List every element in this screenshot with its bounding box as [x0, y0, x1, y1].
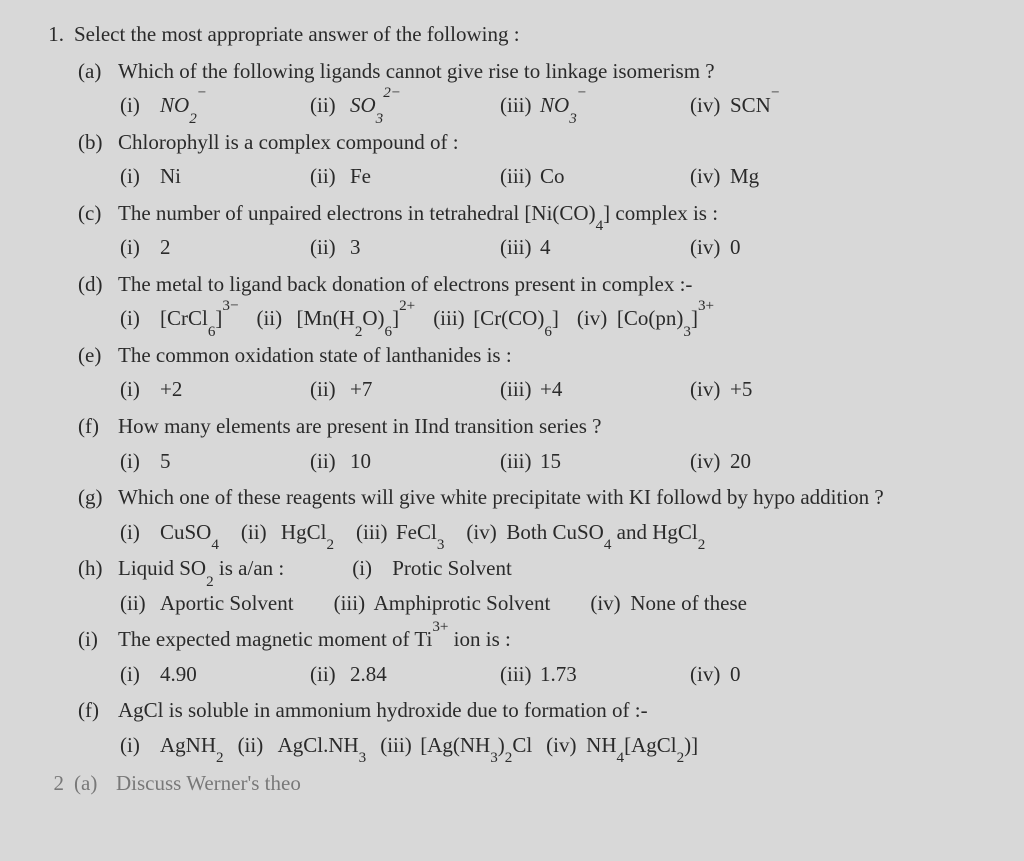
sub-a-label: (a): [78, 55, 110, 88]
opt-a-ii[interactable]: (ii)SO32−: [310, 89, 470, 122]
sub-h-label: (h): [78, 552, 110, 585]
opt-a-iv[interactable]: (iv)SCN−: [690, 89, 850, 122]
question-stem: Select the most appropriate answer of th…: [74, 18, 520, 51]
sub-f1-opts: (i)5 (ii)10 (iii)15 (iv)20: [30, 445, 994, 478]
sub-b-opts: (i)Ni (ii)Fe (iii)Co (iv)Mg: [30, 160, 994, 193]
opt-e-iv[interactable]: (iv)+5: [690, 373, 850, 406]
opt-f1-ii[interactable]: (ii)10: [310, 445, 470, 478]
opt-d-i[interactable]: (i)[CrCl6]3−: [120, 302, 238, 335]
sub-c-text: The number of unpaired electrons in tetr…: [118, 197, 718, 230]
opt-d-iv[interactable]: (iv)[Co(pn)3]3+: [577, 302, 714, 335]
sub-d-text: The metal to ligand back donation of ele…: [118, 268, 692, 301]
sub-a: (a) Which of the following ligands canno…: [30, 55, 994, 88]
sub-f2: (f) AgCl is soluble in ammonium hydroxid…: [30, 694, 994, 727]
question-2-cutoff: 2 (a) Discuss Werner's theo: [30, 767, 994, 800]
sub-e-text: The common oxidation state of lanthanide…: [118, 339, 512, 372]
opt-f2-i[interactable]: (i)AgNH2: [120, 729, 224, 762]
sub-c: (c) The number of unpaired electrons in …: [30, 197, 994, 230]
opt-f1-iii[interactable]: (iii)15: [500, 445, 660, 478]
sub-i: (i) The expected magnetic moment of Ti3+…: [30, 623, 994, 656]
sub-d: (d) The metal to ligand back donation of…: [30, 268, 994, 301]
opt-e-iii[interactable]: (iii)+4: [500, 373, 660, 406]
sub-g-text: Which one of these reagents will give wh…: [118, 481, 884, 514]
sub-b-text: Chlorophyll is a complex compound of :: [118, 126, 459, 159]
opt-a-iii[interactable]: (iii)NO3−: [500, 89, 660, 122]
sub-d-label: (d): [78, 268, 110, 301]
q2-number: 2: [30, 767, 64, 800]
sub-f2-text: AgCl is soluble in ammonium hydroxide du…: [118, 694, 648, 727]
opt-e-ii[interactable]: (ii)+7: [310, 373, 470, 406]
opt-g-iii[interactable]: (iii)FeCl3: [356, 516, 444, 549]
opt-i-iv[interactable]: (iv)0: [690, 658, 850, 691]
opt-f2-iv[interactable]: (iv)NH4[AgCl2)]: [546, 729, 698, 762]
sub-f2-label: (f): [78, 694, 110, 727]
opt-b-ii[interactable]: (ii)Fe: [310, 160, 470, 193]
question-1: 1. Select the most appropriate answer of…: [30, 18, 994, 51]
opt-b-iii[interactable]: (iii)Co: [500, 160, 660, 193]
sub-e-label: (e): [78, 339, 110, 372]
opt-g-ii[interactable]: (ii)HgCl2: [241, 516, 334, 549]
opt-e-i[interactable]: (i)+2: [120, 373, 280, 406]
opt-i-i[interactable]: (i)4.90: [120, 658, 280, 691]
opt-g-iv[interactable]: (iv)Both CuSO4 and HgCl2: [466, 516, 705, 549]
sub-i-label: (i): [78, 623, 110, 656]
sub-e-opts: (i)+2 (ii)+7 (iii)+4 (iv)+5: [30, 373, 994, 406]
opt-i-iii[interactable]: (iii)1.73: [500, 658, 660, 691]
sub-f1-text: How many elements are present in IInd tr…: [118, 410, 601, 443]
opt-c-iii[interactable]: (iii)4: [500, 231, 660, 264]
q2-a-text: Discuss Werner's theo: [116, 767, 301, 800]
opt-f2-ii[interactable]: (ii)AgCl.NH3: [238, 729, 367, 762]
opt-c-i[interactable]: (i)2: [120, 231, 280, 264]
opt-f2-iii[interactable]: (iii)[Ag(NH3)2Cl: [380, 729, 532, 762]
opt-h-iv[interactable]: (iv)None of these: [590, 587, 747, 620]
opt-f1-iv[interactable]: (iv)20: [690, 445, 850, 478]
sub-g: (g) Which one of these reagents will giv…: [30, 481, 994, 514]
sub-c-label: (c): [78, 197, 110, 230]
sub-d-opts: (i)[CrCl6]3− (ii)[Mn(H2O)6]2+ (iii)[Cr(C…: [30, 302, 994, 335]
sub-b-label: (b): [78, 126, 110, 159]
opt-c-ii[interactable]: (ii)3: [310, 231, 470, 264]
sub-h-opts: (ii)Aportic Solvent (iii)Amphiprotic Sol…: [30, 587, 994, 620]
opt-c-iv[interactable]: (iv)0: [690, 231, 850, 264]
sub-f1: (f) How many elements are present in IIn…: [30, 410, 994, 443]
opt-a-i[interactable]: (i)NO2−: [120, 89, 280, 122]
sub-a-text: Which of the following ligands cannot gi…: [118, 55, 715, 88]
sub-a-opts: (i)NO2− (ii)SO32− (iii)NO3− (iv)SCN−: [30, 89, 994, 122]
sub-e: (e) The common oxidation state of lantha…: [30, 339, 994, 372]
opt-b-i[interactable]: (i)Ni: [120, 160, 280, 193]
sub-c-opts: (i)2 (ii)3 (iii)4 (iv)0: [30, 231, 994, 264]
sub-f1-label: (f): [78, 410, 110, 443]
question-number: 1.: [30, 18, 64, 51]
sub-f2-opts: (i)AgNH2 (ii)AgCl.NH3 (iii)[Ag(NH3)2Cl (…: [30, 729, 994, 762]
opt-h-iii[interactable]: (iii)Amphiprotic Solvent: [334, 587, 551, 620]
sub-g-label: (g): [78, 481, 110, 514]
sub-g-opts: (i)CuSO4 (ii)HgCl2 (iii)FeCl3 (iv)Both C…: [30, 516, 994, 549]
sub-i-opts: (i)4.90 (ii)2.84 (iii)1.73 (iv)0: [30, 658, 994, 691]
opt-h-ii[interactable]: (ii)Aportic Solvent: [120, 587, 294, 620]
opt-f1-i[interactable]: (i)5: [120, 445, 280, 478]
opt-h-i[interactable]: (i)Protic Solvent: [352, 552, 512, 585]
sub-h-text: Liquid SO2 is a/an :: [118, 552, 284, 585]
opt-d-ii[interactable]: (ii)[Mn(H2O)6]2+: [256, 302, 415, 335]
sub-h: (h) Liquid SO2 is a/an : (i)Protic Solve…: [30, 552, 994, 585]
sub-i-text: The expected magnetic moment of Ti3+ ion…: [118, 623, 511, 656]
opt-d-iii[interactable]: (iii)[Cr(CO)6]: [433, 302, 559, 335]
opt-i-ii[interactable]: (ii)2.84: [310, 658, 470, 691]
opt-b-iv[interactable]: (iv)Mg: [690, 160, 850, 193]
q2-a-label: (a): [74, 767, 106, 800]
sub-b: (b) Chlorophyll is a complex compound of…: [30, 126, 994, 159]
opt-g-i[interactable]: (i)CuSO4: [120, 516, 219, 549]
